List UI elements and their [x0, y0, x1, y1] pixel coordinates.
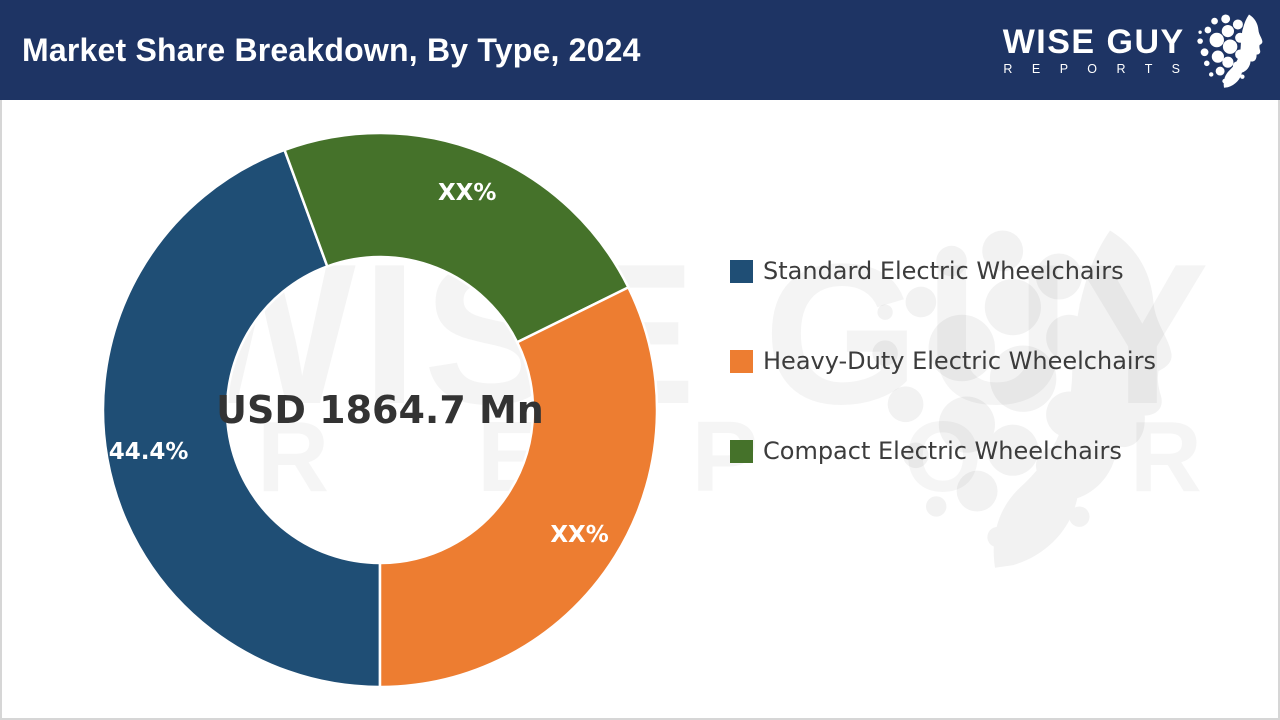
logo-wordmark-line2: R E P O R T S: [1003, 62, 1188, 76]
logo-wordmark-line1: WISE GUY: [1002, 23, 1185, 61]
donut-slice-heavy-duty: [378, 286, 659, 689]
donut-center-value: USD 1864.7 Mn: [216, 388, 544, 432]
legend-label: Heavy-Duty Electric Wheelchairs: [763, 347, 1156, 375]
legend-label: Standard Electric Wheelchairs: [763, 257, 1124, 285]
legend-label: Compact Electric Wheelchairs: [763, 437, 1122, 465]
chart-area: WISE GUY R E P O R T S 44.4%XX%XX%USD 18…: [0, 100, 1280, 720]
legend-swatch-compact: [730, 439, 753, 463]
legend-swatch-standard: [730, 259, 753, 283]
donut-chart: 44.4% XX% XX% USD 1864.7 Mn: [101, 131, 659, 689]
logo-face-icon: [1197, 14, 1263, 88]
legend-item-compact: Compact Electric Wheelchairs: [730, 436, 1156, 466]
page-title: Market Share Breakdown, By Type, 2024: [22, 31, 641, 68]
legend-item-standard: Standard Electric Wheelchairs: [730, 256, 1156, 286]
donut-slice-compact: [283, 131, 630, 344]
logo-wordmark: WISE GUY R E P O R T S: [999, 24, 1188, 76]
legend-item-heavy-duty: Heavy-Duty Electric Wheelchairs: [730, 346, 1156, 376]
slice-label-compact: XX%: [438, 180, 497, 206]
slice-label-standard: 44.4%: [109, 439, 189, 465]
legend-swatch-heavy-duty: [730, 349, 753, 373]
slice-label-heavy-duty: XX%: [550, 522, 609, 548]
donut-slice-standard: [101, 148, 382, 689]
chart-legend: Standard Electric Wheelchairs Heavy-Duty …: [730, 256, 1156, 526]
wise-guy-reports-logo: WISE GUY R E P O R T S: [999, 10, 1266, 90]
header-bar: Market Share Breakdown, By Type, 2024 WI…: [0, 0, 1280, 100]
